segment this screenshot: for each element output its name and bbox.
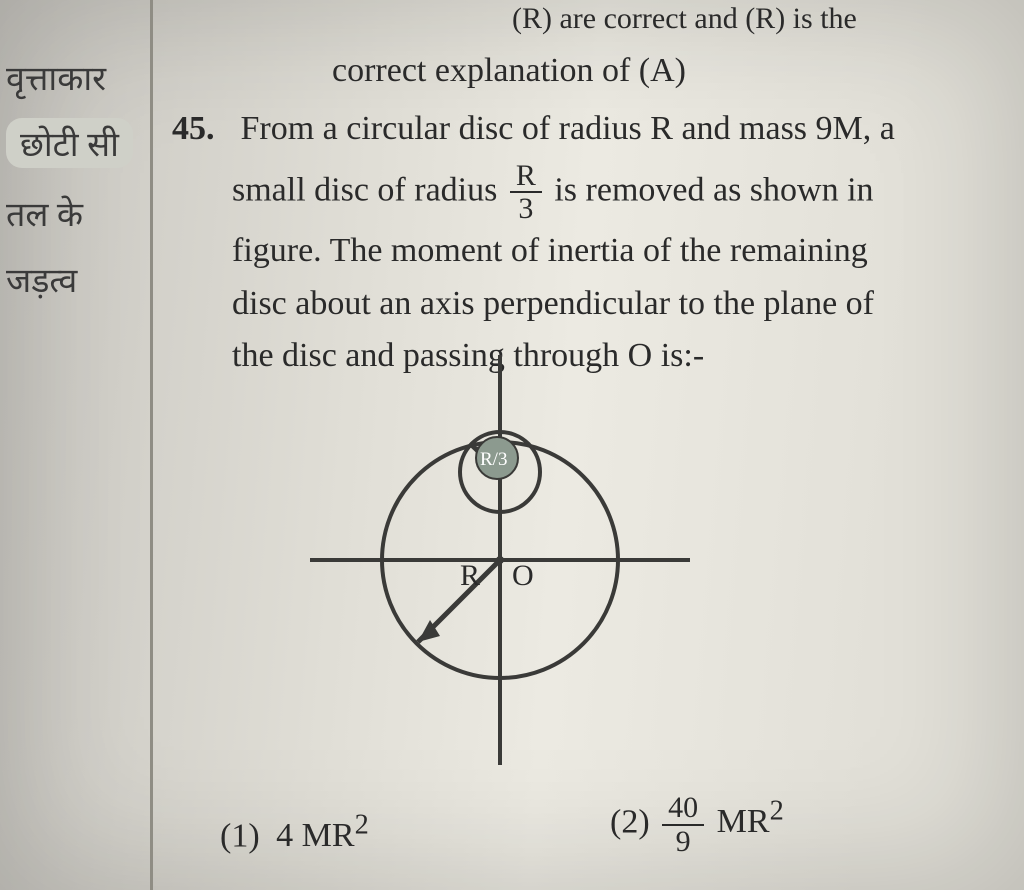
prev-answer-tail-1: (R) are correct and (R) is the	[512, 0, 1002, 43]
page-surface: वृत्ताकार छोटी सी तल के जड़त्व (R) are c…	[0, 0, 1024, 890]
fraction-R-over-3: R 3	[510, 160, 542, 225]
question-line-4: disc about an axis perpendicular to the …	[232, 278, 1002, 331]
disc-svg: R O R/3	[300, 350, 700, 770]
prev-answer-tail-2: correct explanation of (A)	[332, 45, 1002, 98]
margin-text: वृत्ताकार छोटी सी तल के जड़त्व	[0, 0, 146, 890]
margin-word-1: वृत्ताकार	[6, 54, 146, 100]
margin-word-3: तल के	[6, 190, 146, 236]
question-line-1: From a circular disc of radius R and mas…	[241, 103, 981, 156]
question-line-2a: small disc of radius	[232, 171, 497, 208]
margin-word-4: जड़त्व	[6, 256, 146, 302]
option-1: (1) 4 MR2	[220, 810, 369, 855]
disc-figure: R O R/3	[300, 350, 700, 770]
vertical-divider	[150, 0, 153, 890]
label-R3: R/3	[480, 449, 507, 470]
question-line-2b: is removed as shown in	[554, 171, 873, 208]
margin-word-2: छोटी सी	[6, 118, 146, 168]
center-dot	[496, 556, 504, 564]
label-R: R	[460, 559, 480, 592]
question-number: 45.	[172, 103, 232, 156]
question-line-3: figure. The moment of inertia of the rem…	[232, 225, 1002, 278]
option-2: (2) 40 9 MR2	[610, 792, 784, 857]
label-O: O	[512, 559, 534, 592]
question-block: (R) are correct and (R) is the correct e…	[172, 0, 1002, 383]
